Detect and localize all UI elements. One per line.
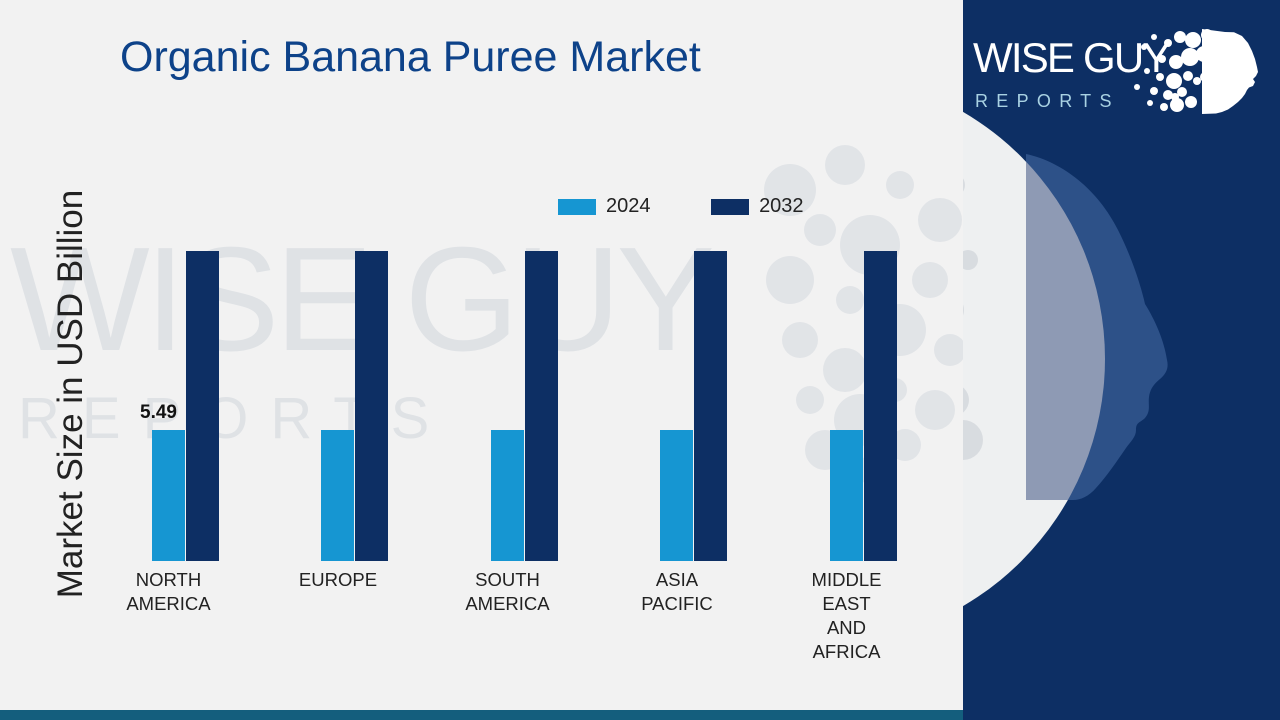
svg-text:REPORTS: REPORTS [975, 91, 1120, 111]
svg-text:WISE GUY: WISE GUY [973, 34, 1170, 81]
